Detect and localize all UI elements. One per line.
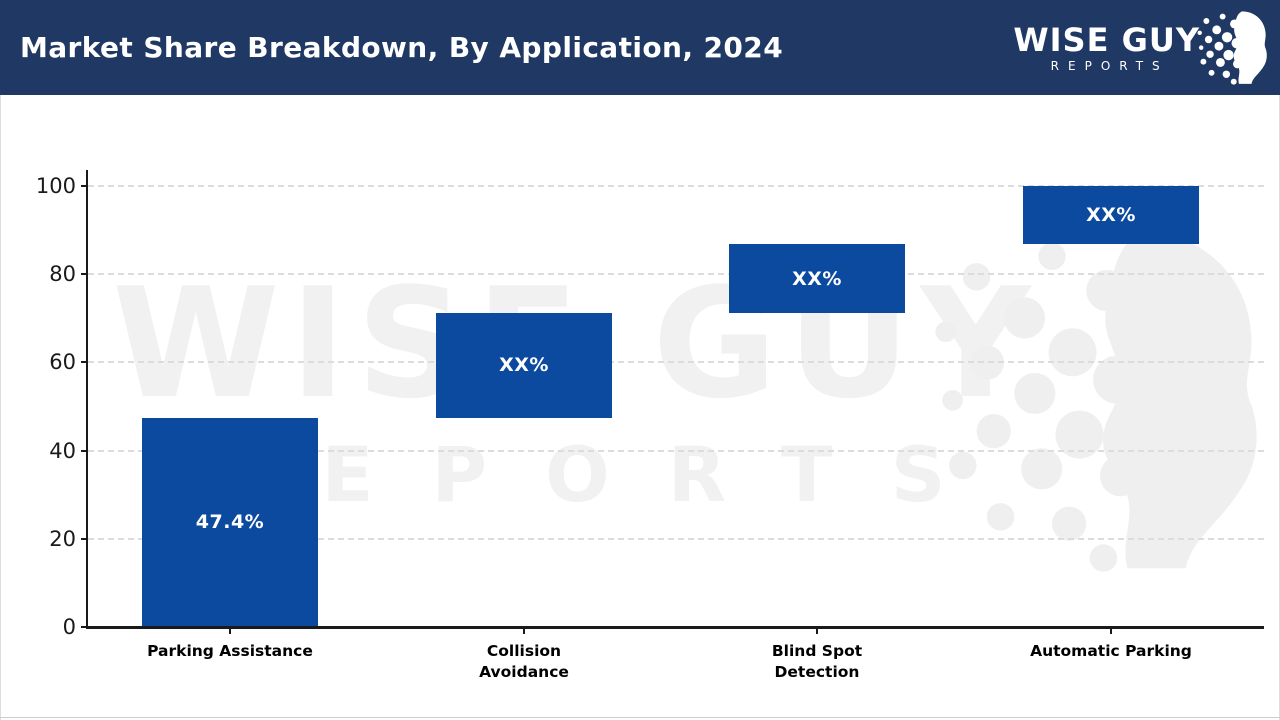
x-tick-mark [523, 627, 525, 634]
y-tick-mark [81, 626, 88, 628]
gridline [88, 273, 1264, 276]
x-tick-mark [1110, 627, 1112, 634]
gridline [88, 185, 1264, 187]
y-tick-label: 20 [49, 526, 76, 551]
watermark-subtitle: REPORTS [205, 430, 1004, 519]
bar-value-label: XX% [499, 354, 549, 377]
wiseguy-logo: WISE GUY REPORTS [1013, 6, 1270, 90]
bar: XX% [729, 244, 905, 313]
bottom-border-line [0, 717, 1280, 718]
logo-wordmark: WISE GUY [1013, 21, 1200, 59]
bar: 47.4% [142, 417, 318, 627]
y-tick-mark [81, 273, 88, 276]
y-tick-label: 100 [35, 174, 76, 198]
x-category-label: Parking Assistance [147, 642, 313, 660]
x-tick-mark [816, 627, 818, 634]
gridline [88, 537, 1264, 540]
y-tick-mark [81, 537, 88, 540]
x-axis-line [86, 626, 1264, 629]
gridline [88, 449, 1264, 452]
gridline [88, 361, 1264, 364]
y-tick-label: 80 [49, 262, 76, 287]
bar: XX% [1023, 186, 1199, 245]
x-category-label: Blind Spot Detection [771, 642, 863, 681]
page-title: Market Share Breakdown, By Application, … [20, 31, 784, 64]
logo-head-icon [1196, 8, 1270, 88]
x-category-label: Automatic Parking [1030, 642, 1192, 660]
y-tick-label: 0 [62, 615, 76, 639]
y-tick-mark [81, 185, 88, 187]
header-bar: Market Share Breakdown, By Application, … [0, 0, 1280, 95]
y-tick-label: 40 [49, 438, 76, 463]
y-tick-mark [81, 449, 88, 452]
x-category-label: Collision Avoidance [479, 642, 569, 681]
bar-value-label: XX% [1086, 204, 1136, 227]
bar-value-label: XX% [792, 267, 842, 290]
y-tick-mark [81, 361, 88, 364]
x-tick-mark [229, 627, 231, 634]
bar: XX% [436, 313, 612, 418]
bar-value-label: 47.4% [195, 511, 265, 534]
logo-text: WISE GUY REPORTS [1013, 24, 1200, 72]
y-tick-label: 60 [49, 350, 76, 375]
watermark-head-icon [925, 222, 1275, 582]
logo-subtitle: REPORTS [1050, 59, 1169, 73]
y-axis-line [86, 170, 88, 627]
